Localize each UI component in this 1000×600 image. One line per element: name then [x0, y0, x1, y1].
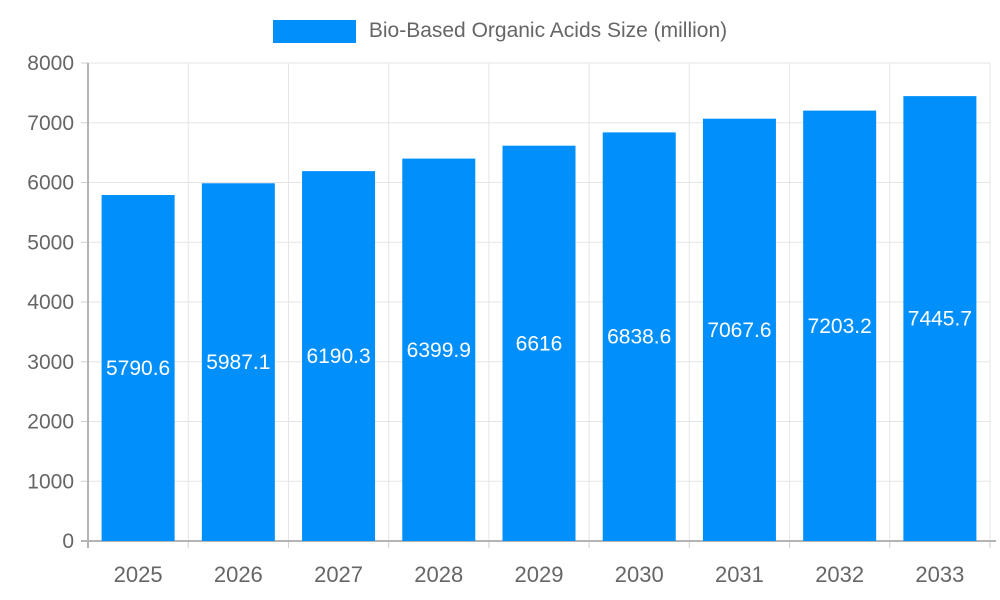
y-tick-label: 2000 [27, 411, 74, 434]
bar-value-label: 7067.6 [707, 319, 771, 342]
x-tick-label: 2032 [815, 562, 864, 587]
x-tick-label: 2029 [515, 562, 564, 587]
legend-item[interactable]: Bio-Based Organic Acids Size (million) [0, 19, 1000, 43]
y-tick-label: 0 [62, 530, 74, 553]
y-tick-label: 3000 [27, 351, 74, 374]
y-tick-label: 1000 [27, 470, 74, 493]
bar-value-label: 5790.6 [106, 357, 170, 380]
bar-2029[interactable] [502, 145, 576, 541]
bar-value-label: 6616 [516, 332, 563, 355]
bar-2033[interactable] [903, 96, 977, 542]
bar-value-label: 5987.1 [206, 351, 270, 374]
legend-label: Bio-Based Organic Acids Size (million) [368, 19, 728, 42]
bar-value-label: 7203.2 [808, 315, 872, 338]
y-tick-label: 5000 [27, 231, 74, 254]
x-tick-label: 2028 [414, 562, 463, 587]
y-tick-label: 8000 [27, 52, 74, 75]
y-tick-label: 6000 [27, 172, 74, 195]
bar-value-label: 6190.3 [306, 345, 370, 368]
bar-2025[interactable] [101, 195, 175, 541]
bar-2027[interactable] [302, 171, 376, 541]
x-tick-label: 2027 [314, 562, 363, 587]
bar-value-label: 6838.6 [607, 326, 671, 349]
bar-value-label: 7445.7 [908, 308, 972, 331]
x-tick-label: 2030 [615, 562, 664, 587]
x-tick-label: 2033 [915, 562, 964, 587]
x-tick-label: 2026 [214, 562, 263, 587]
bar-2026[interactable] [201, 183, 275, 541]
bar-2028[interactable] [402, 158, 476, 542]
bar-2031[interactable] [702, 118, 776, 541]
y-tick-label: 7000 [27, 112, 74, 135]
bar-value-label: 6399.9 [407, 339, 471, 362]
bar-2032[interactable] [803, 110, 877, 542]
bar-2030[interactable] [602, 132, 676, 541]
legend-swatch [272, 19, 356, 43]
x-tick-label: 2031 [715, 562, 764, 587]
x-tick-label: 2025 [114, 562, 163, 587]
y-tick-label: 4000 [27, 291, 74, 314]
